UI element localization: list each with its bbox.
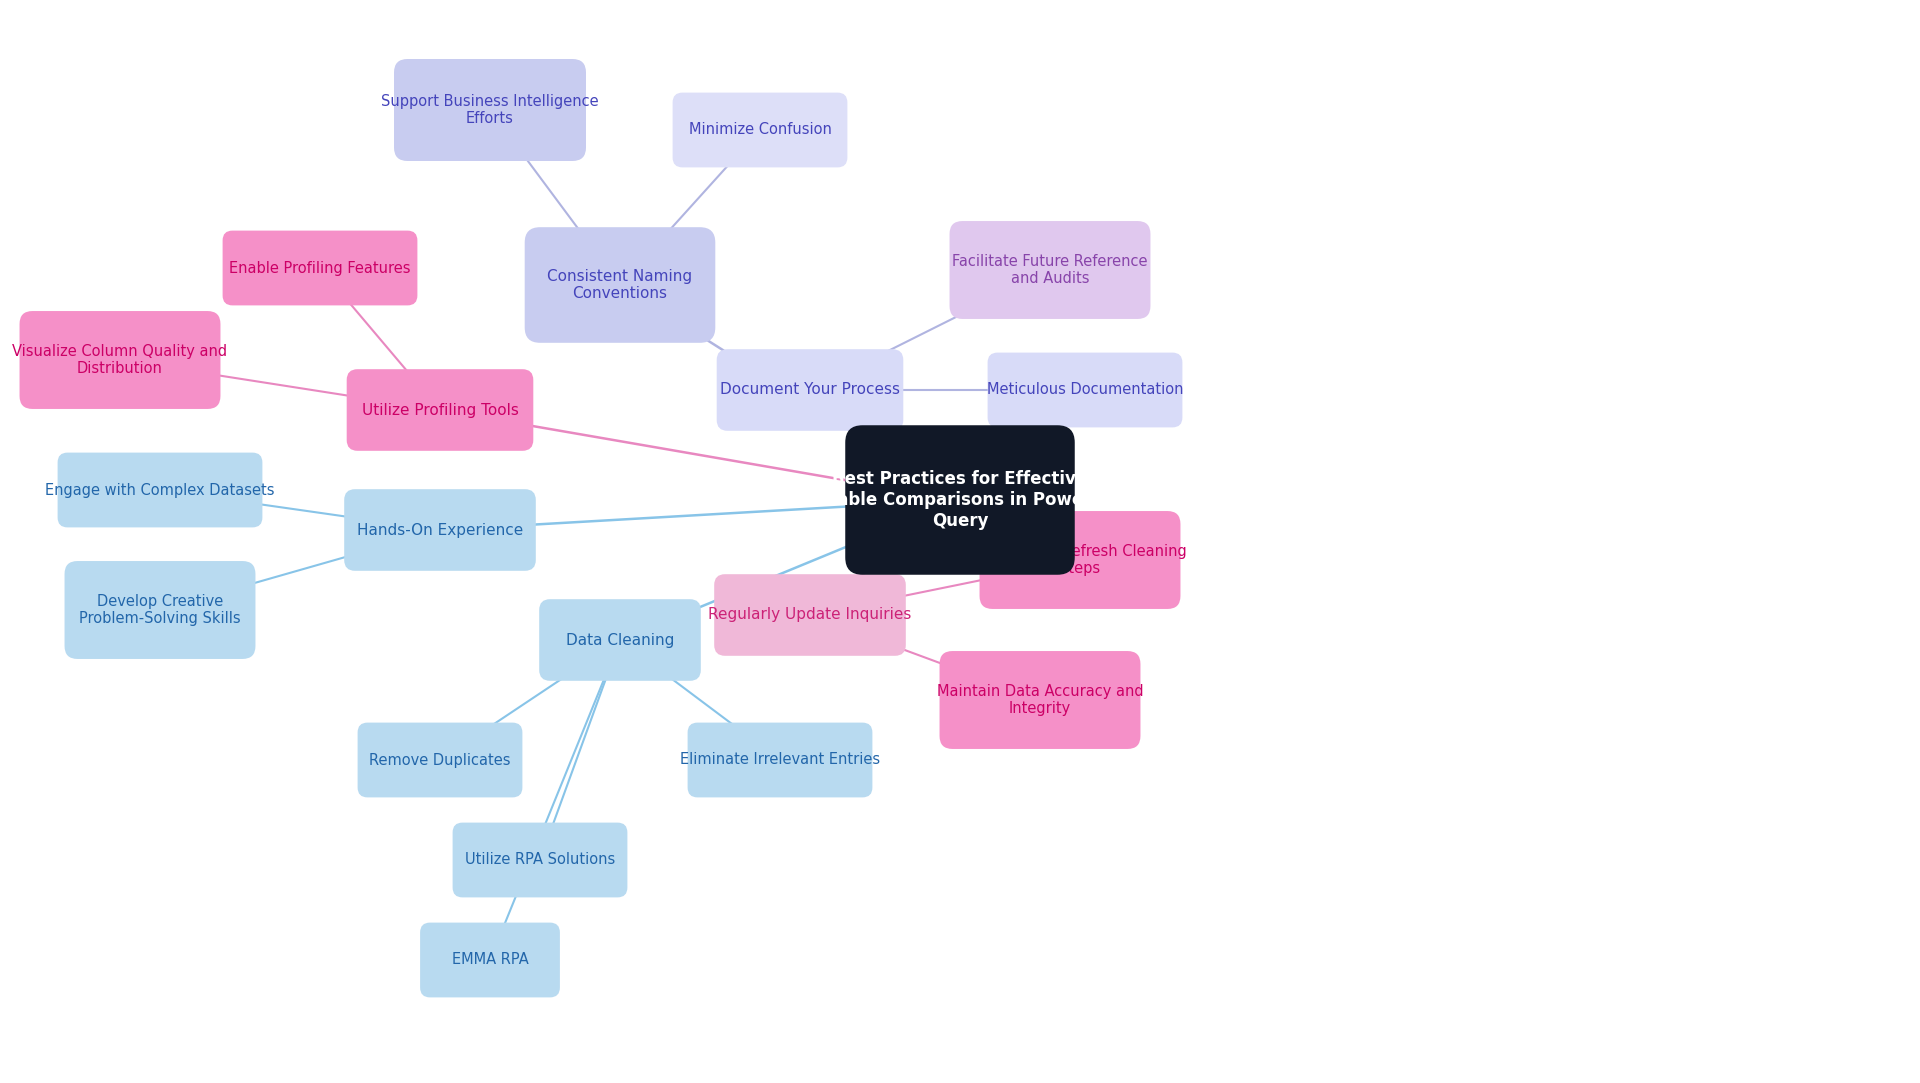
Text: Hands-On Experience: Hands-On Experience (357, 522, 522, 537)
Text: Eliminate Irrelevant Entries: Eliminate Irrelevant Entries (680, 753, 879, 768)
FancyBboxPatch shape (344, 490, 536, 571)
FancyBboxPatch shape (540, 599, 701, 681)
FancyBboxPatch shape (394, 58, 586, 161)
Text: Minimize Confusion: Minimize Confusion (689, 122, 831, 138)
Text: Best Practices for Effective
Table Comparisons in Power
Query: Best Practices for Effective Table Compa… (828, 470, 1092, 530)
FancyBboxPatch shape (58, 453, 263, 527)
FancyBboxPatch shape (672, 93, 847, 168)
FancyBboxPatch shape (716, 349, 902, 431)
Text: Utilize RPA Solutions: Utilize RPA Solutions (465, 852, 614, 867)
Text: Engage with Complex Datasets: Engage with Complex Datasets (46, 483, 275, 497)
Text: Maintain Data Accuracy and
Integrity: Maintain Data Accuracy and Integrity (937, 683, 1142, 716)
FancyBboxPatch shape (687, 722, 872, 797)
Text: Visualize Column Quality and
Distribution: Visualize Column Quality and Distributio… (12, 343, 228, 376)
Text: Review and Refresh Cleaning
Steps: Review and Refresh Cleaning Steps (973, 544, 1187, 576)
FancyBboxPatch shape (453, 823, 628, 898)
Text: EMMA RPA: EMMA RPA (451, 953, 528, 967)
FancyBboxPatch shape (420, 923, 561, 997)
FancyBboxPatch shape (65, 561, 255, 658)
Text: Meticulous Documentation: Meticulous Documentation (987, 382, 1183, 397)
FancyBboxPatch shape (950, 221, 1150, 319)
Text: Develop Creative
Problem-Solving Skills: Develop Creative Problem-Solving Skills (79, 593, 240, 626)
Text: Support Business Intelligence
Efforts: Support Business Intelligence Efforts (382, 94, 599, 127)
Text: Data Cleaning: Data Cleaning (566, 632, 674, 648)
FancyBboxPatch shape (714, 574, 906, 656)
FancyBboxPatch shape (348, 369, 534, 451)
FancyBboxPatch shape (987, 353, 1183, 428)
FancyBboxPatch shape (223, 231, 417, 305)
Text: Enable Profiling Features: Enable Profiling Features (228, 261, 411, 275)
FancyBboxPatch shape (357, 722, 522, 797)
Text: Regularly Update Inquiries: Regularly Update Inquiries (708, 608, 912, 623)
FancyBboxPatch shape (524, 227, 716, 343)
FancyBboxPatch shape (979, 511, 1181, 609)
Text: Utilize Profiling Tools: Utilize Profiling Tools (361, 403, 518, 418)
Text: Document Your Process: Document Your Process (720, 382, 900, 397)
Text: Facilitate Future Reference
and Audits: Facilitate Future Reference and Audits (952, 253, 1148, 286)
Text: Consistent Naming
Conventions: Consistent Naming Conventions (547, 269, 693, 301)
FancyBboxPatch shape (939, 651, 1140, 749)
Text: Remove Duplicates: Remove Duplicates (369, 753, 511, 768)
FancyBboxPatch shape (19, 311, 221, 409)
FancyBboxPatch shape (845, 426, 1075, 575)
